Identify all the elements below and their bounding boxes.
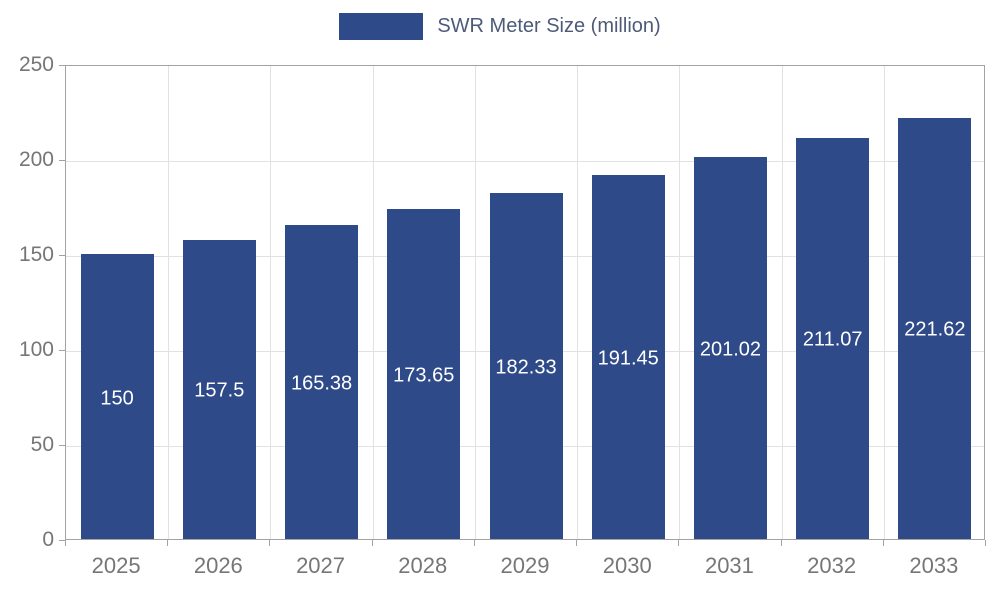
x-axis-tick	[65, 540, 66, 546]
y-tick-label: 50	[30, 433, 54, 456]
x-axis-tick	[678, 540, 680, 546]
bar	[898, 117, 972, 539]
v-gridline	[577, 66, 579, 539]
legend: SWR Meter Size (million)	[0, 13, 1000, 40]
y-tick-label: 200	[18, 148, 54, 171]
x-tick-label: 2025	[91, 553, 141, 578]
bar-value-label: 211.07	[802, 328, 863, 351]
y-axis-tick	[59, 350, 65, 351]
bar-value-label: 191.45	[597, 347, 659, 370]
bar-value-label: 182.33	[495, 356, 557, 379]
x-tick-label: 2031	[704, 553, 754, 578]
x-tick-label: 2028	[398, 553, 448, 578]
x-tick-label: 2030	[602, 553, 652, 578]
x-axis-tick	[371, 540, 373, 546]
x-axis-tick	[167, 540, 169, 546]
y-axis-tick	[59, 65, 65, 66]
bar	[693, 157, 767, 539]
v-gridline	[372, 66, 374, 539]
y-tick-label: 250	[18, 53, 54, 76]
x-axis-tick	[576, 540, 578, 546]
y-tick-label: 0	[42, 528, 54, 551]
bar	[591, 175, 665, 539]
x-axis-tick	[473, 540, 475, 546]
y-tick-label: 150	[18, 243, 54, 266]
x-tick-label: 2033	[909, 553, 959, 578]
y-axis-tick	[59, 540, 65, 541]
legend-label: SWR Meter Size (million)	[437, 15, 661, 37]
bar	[285, 224, 359, 539]
y-tick-label: 100	[18, 338, 54, 361]
bar-value-label: 150	[100, 387, 134, 409]
bar-value-label: 157.5	[194, 379, 245, 402]
bar	[489, 192, 563, 539]
bar-value-label: 221.62	[904, 318, 966, 341]
x-axis-tick	[269, 540, 271, 546]
v-gridline	[168, 66, 170, 539]
v-gridline	[883, 66, 885, 539]
bar	[796, 137, 870, 539]
x-tick-label: 2032	[807, 553, 857, 578]
x-axis-tick	[882, 540, 884, 546]
bar	[182, 239, 256, 539]
bar	[387, 209, 461, 539]
x-axis-tick	[780, 540, 782, 546]
bar-value-label: 201.02	[699, 338, 762, 361]
x-axis-tick	[985, 540, 986, 546]
x-tick-label: 2026	[193, 553, 243, 578]
legend-swatch	[339, 13, 424, 40]
bar-value-label: 173.65	[393, 364, 455, 387]
v-gridline	[474, 66, 476, 539]
x-tick-label: 2027	[296, 553, 346, 578]
v-gridline	[270, 66, 272, 539]
v-gridline	[679, 66, 681, 539]
v-gridline	[781, 66, 783, 539]
y-axis-tick	[59, 445, 65, 446]
bar	[80, 254, 154, 539]
bar-value-label: 165.38	[290, 372, 353, 395]
h-gridline	[66, 161, 984, 162]
plot-area: 150 157.5 165.38 173.65 182.33 191.45 201.02 21…	[65, 65, 985, 540]
y-axis-tick	[59, 255, 65, 256]
y-axis-tick	[59, 160, 65, 161]
x-tick-label: 2029	[500, 553, 550, 578]
